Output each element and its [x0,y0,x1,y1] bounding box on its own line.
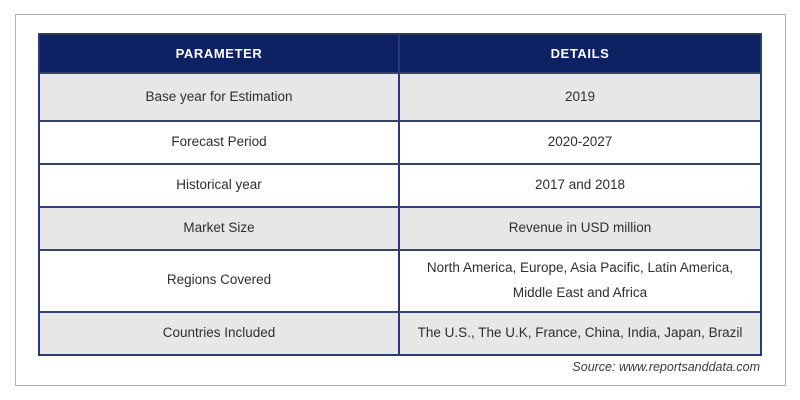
details-cell: 2020-2027 [547,134,613,150]
source-attribution: Source: www.reportsanddata.com [572,360,760,374]
table-row-historical-year: Historical year 2017 and 2018 [40,163,760,206]
details-cell: The U.S., The U.K, France, China, India,… [417,324,743,340]
details-cell: 2019 [564,88,596,104]
details-cell: North America, Europe, Asia Pacific, Lat… [426,260,734,300]
table-row-countries-included: Countries Included The U.S., The U.K, Fr… [40,310,760,354]
table-row-base-year: Base year for Estimation 2019 [40,72,760,120]
parameter-cell: Countries Included [40,312,400,354]
table-row-forecast-period: Forecast Period 2020-2027 [40,120,760,163]
table-header-row: PARAMETER DETAILS [40,35,760,72]
parameter-cell: Regions Covered [40,251,400,311]
column-header-details: DETAILS [550,46,610,61]
column-header-parameter: PARAMETER [40,35,400,72]
table-card: PARAMETER DETAILS Base year for Estimati… [15,14,786,386]
parameter-cell: Base year for Estimation [40,74,400,120]
parameter-cell: Market Size [40,208,400,249]
table-row-market-size: Market Size Revenue in USD million [40,206,760,249]
table-row-regions-covered: Regions Covered North America, Europe, A… [40,249,760,311]
report-scope-table: PARAMETER DETAILS Base year for Estimati… [38,33,762,356]
details-cell: 2017 and 2018 [534,177,626,193]
details-cell: Revenue in USD million [508,220,652,236]
parameter-cell: Forecast Period [40,122,400,163]
parameter-cell: Historical year [40,165,400,206]
